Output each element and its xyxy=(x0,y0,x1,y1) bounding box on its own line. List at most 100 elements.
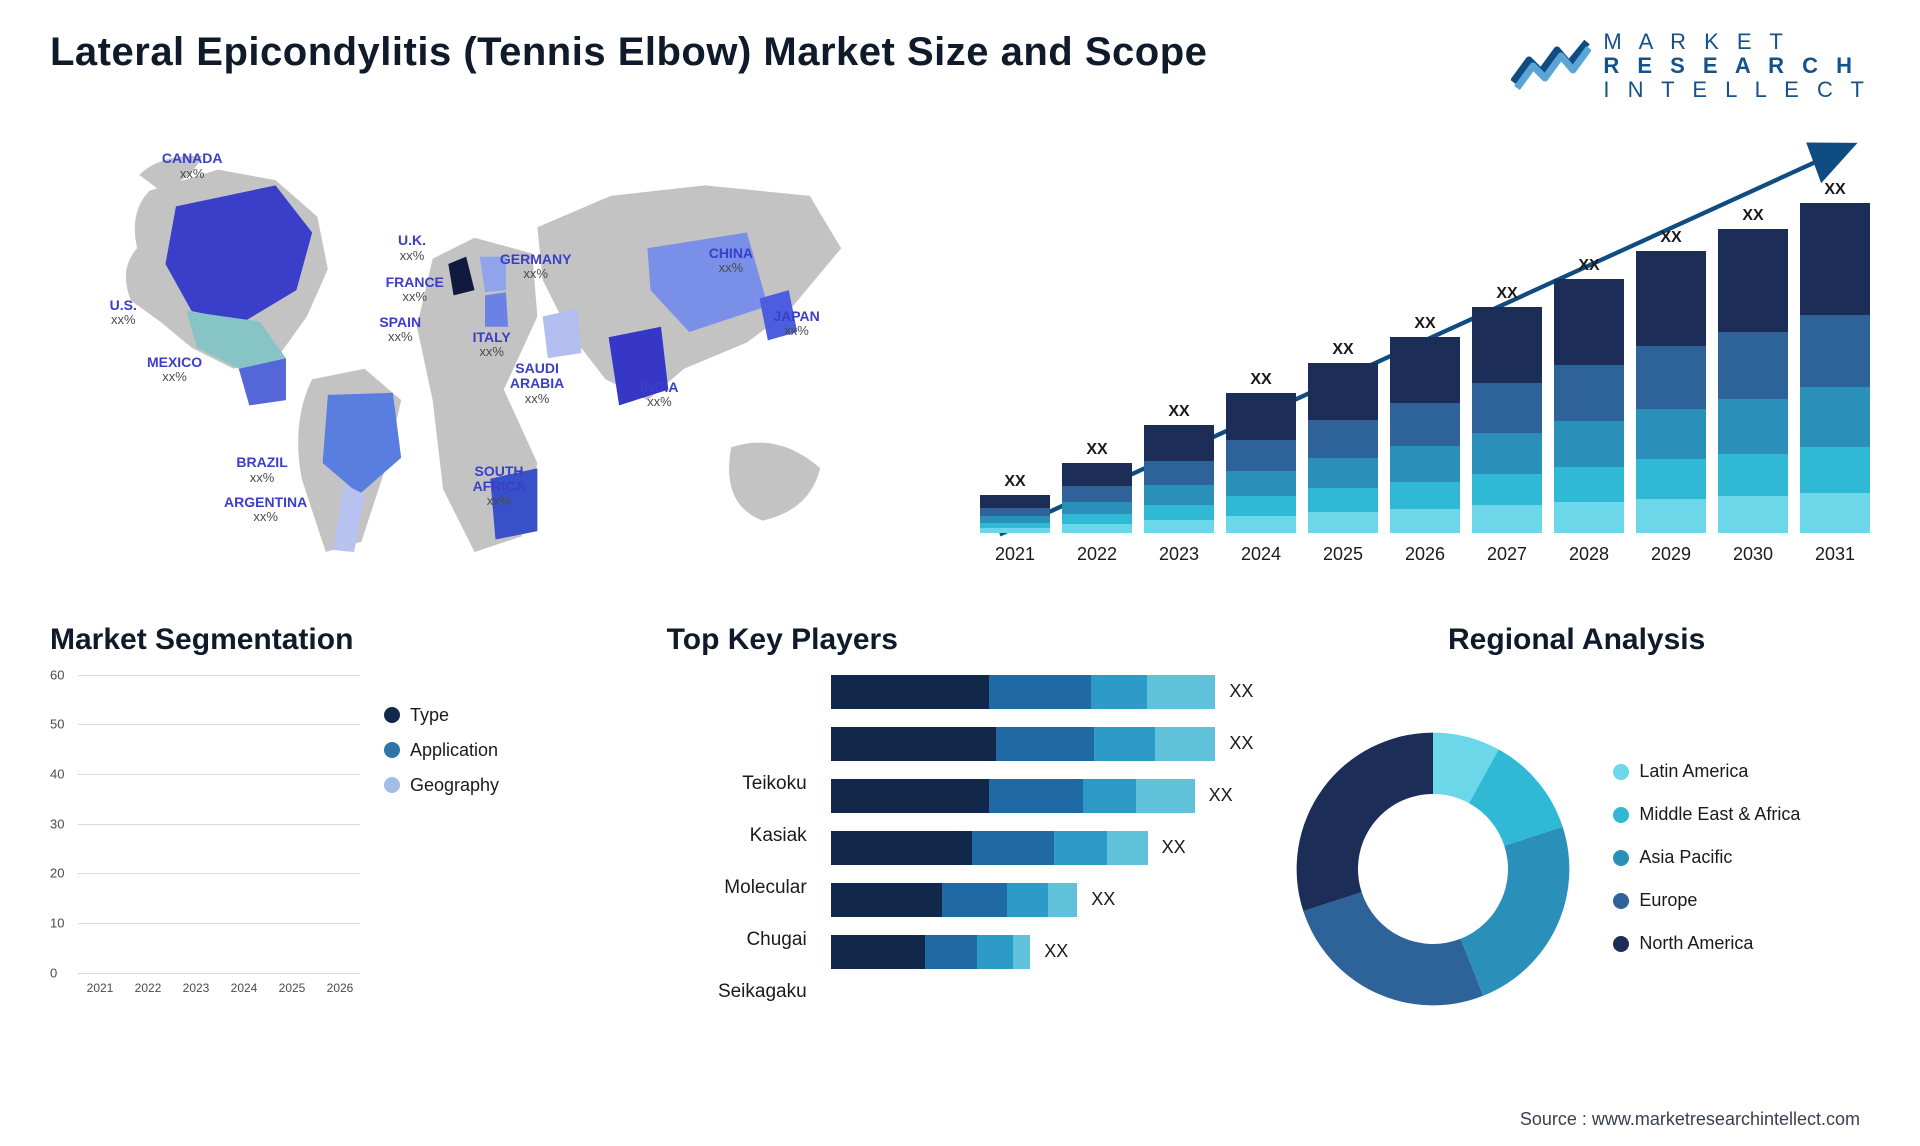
bar-segment xyxy=(1800,447,1870,493)
y-tick: 20 xyxy=(50,866,64,881)
year-label: 2021 xyxy=(980,544,1050,565)
bar-value-label: XX xyxy=(1496,285,1517,303)
year-label: 2027 xyxy=(1472,544,1542,565)
legend-item: Application xyxy=(384,740,499,761)
main-bar-col: XX xyxy=(1636,229,1706,533)
tkp-bar-segment xyxy=(1054,831,1107,865)
tkp-bar xyxy=(831,831,1148,865)
bar-segment xyxy=(1062,514,1132,524)
tkp-row: XX xyxy=(831,831,1254,865)
regional-donut-chart xyxy=(1283,719,1583,1019)
bar-segment xyxy=(1554,502,1624,532)
main-stacked-bar-chart: XXXXXXXXXXXXXXXXXXXXXX 20212022202320242… xyxy=(980,133,1870,573)
seg-year-label: 2021 xyxy=(80,981,120,995)
seg-y-axis: 0102030405060 xyxy=(50,675,78,973)
tkp-bar-segment xyxy=(831,883,943,917)
bar-segment xyxy=(1718,454,1788,497)
main-bar-col: XX xyxy=(1062,441,1132,533)
legend-swatch-icon xyxy=(1613,936,1629,952)
legend-label: Latin America xyxy=(1639,761,1748,782)
bar-value-label: XX xyxy=(1168,403,1189,421)
map-label: SPAINxx% xyxy=(379,315,421,345)
bar-segment xyxy=(1390,482,1460,509)
tkp-bar xyxy=(831,779,1195,813)
bar-segment xyxy=(1062,524,1132,532)
tkp-bar xyxy=(831,883,1078,917)
tkp-bar-segment xyxy=(942,883,1007,917)
bar-stack xyxy=(1390,337,1460,533)
grid-line xyxy=(78,973,360,974)
world-map: CANADAxx%U.S.xx%MEXICOxx%BRAZILxx%ARGENT… xyxy=(50,133,920,573)
tkp-bar-segment xyxy=(1083,779,1136,813)
regional-legend: Latin AmericaMiddle East & AfricaAsia Pa… xyxy=(1613,761,1800,976)
main-bar-col: XX xyxy=(1144,403,1214,533)
bar-segment xyxy=(1390,509,1460,533)
tkp-bar-segment xyxy=(977,935,1012,969)
tkp-value-label: XX xyxy=(1162,837,1186,858)
bar-segment xyxy=(1308,512,1378,532)
legend-item: Middle East & Africa xyxy=(1613,804,1800,825)
donut-slice xyxy=(1304,892,1484,1005)
tkp-names: TeikokuKasiakMolecularChugaiSeikagaku xyxy=(667,715,807,1063)
tkp-bar-segment xyxy=(1155,727,1215,761)
bar-segment xyxy=(1144,520,1214,533)
year-label: 2022 xyxy=(1062,544,1132,565)
tkp-row: XX xyxy=(831,779,1254,813)
source-attribution: Source : www.marketresearchintellect.com xyxy=(1520,1109,1860,1130)
bar-segment xyxy=(1226,516,1296,533)
bar-segment xyxy=(1554,279,1624,365)
bar-segment xyxy=(1636,409,1706,460)
tkp-bar xyxy=(831,727,1216,761)
y-tick: 40 xyxy=(50,766,64,781)
legend-item: Latin America xyxy=(1613,761,1800,782)
map-label: JAPANxx% xyxy=(773,309,819,339)
bar-segment xyxy=(980,495,1050,508)
page-title: Lateral Epicondylitis (Tennis Elbow) Mar… xyxy=(50,30,1207,75)
tkp-bar-segment xyxy=(831,727,996,761)
tkp-name: Chugai xyxy=(746,923,806,957)
tkp-bar-segment xyxy=(989,779,1083,813)
main-bar-col: XX xyxy=(1800,181,1870,533)
bar-value-label: XX xyxy=(1742,207,1763,225)
main-bar-col: XX xyxy=(980,473,1050,533)
bar-segment xyxy=(1554,467,1624,503)
legend-item: Europe xyxy=(1613,890,1800,911)
year-label: 2023 xyxy=(1144,544,1214,565)
tkp-bar-segment xyxy=(831,675,989,709)
main-bar-col: XX xyxy=(1472,285,1542,533)
map-label: ITALYxx% xyxy=(473,330,511,360)
seg-year-label: 2026 xyxy=(320,981,360,995)
bar-segment xyxy=(1472,307,1542,384)
legend-label: Type xyxy=(410,705,449,726)
tkp-value-label: XX xyxy=(1229,733,1253,754)
main-bar-col: XX xyxy=(1308,341,1378,533)
bar-segment xyxy=(980,516,1050,523)
legend-label: Geography xyxy=(410,775,499,796)
bar-segment xyxy=(1800,493,1870,533)
seg-year-label: 2023 xyxy=(176,981,216,995)
tkp-value-label: XX xyxy=(1229,681,1253,702)
logo-line-3: I N T E L L E C T xyxy=(1603,78,1870,102)
bar-stack xyxy=(1062,463,1132,533)
tkp-bar-segment xyxy=(1094,727,1154,761)
bar-value-label: XX xyxy=(1250,371,1271,389)
bar-stack xyxy=(1800,203,1870,533)
legend-swatch-icon xyxy=(1613,764,1629,780)
tkp-bar-segment xyxy=(831,831,972,865)
bar-segment xyxy=(1144,485,1214,504)
bar-stack xyxy=(1554,279,1624,533)
year-label: 2029 xyxy=(1636,544,1706,565)
bar-segment xyxy=(1062,463,1132,487)
bar-stack xyxy=(1144,425,1214,533)
donut-slice xyxy=(1297,732,1433,911)
map-label: U.S.xx% xyxy=(110,298,137,328)
year-label: 2024 xyxy=(1226,544,1296,565)
bar-segment xyxy=(1472,383,1542,433)
map-label: FRANCExx% xyxy=(386,275,444,305)
tkp-row: XX xyxy=(831,675,1254,709)
bar-segment xyxy=(1226,496,1296,516)
map-label: SOUTHAFRICAxx% xyxy=(473,464,526,509)
bar-segment xyxy=(1636,346,1706,408)
tkp-name: Molecular xyxy=(724,871,806,905)
tkp-bar-segment xyxy=(989,675,1091,709)
